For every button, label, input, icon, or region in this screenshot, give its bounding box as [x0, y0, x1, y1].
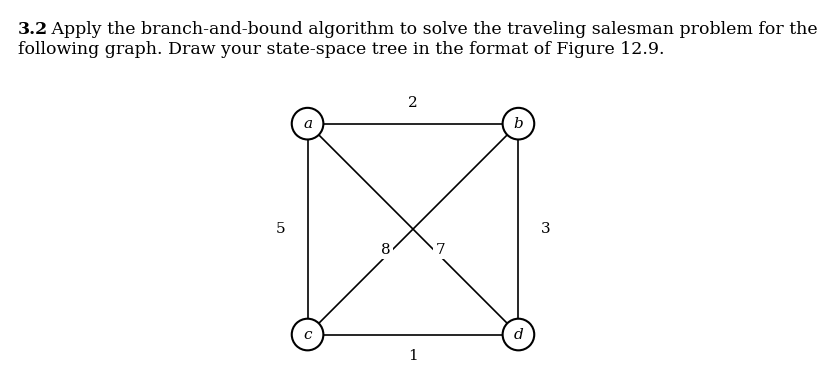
Text: 8: 8 [381, 243, 391, 257]
Text: Apply the branch-and-bound algorithm to solve the traveling salesman problem for: Apply the branch-and-bound algorithm to … [46, 21, 818, 38]
Circle shape [292, 108, 324, 139]
Text: 1: 1 [408, 348, 418, 363]
Text: 7: 7 [435, 243, 445, 257]
Text: a: a [303, 117, 312, 131]
Text: 3.2: 3.2 [18, 21, 48, 38]
Text: b: b [514, 117, 524, 131]
Circle shape [292, 319, 324, 350]
Text: 3: 3 [541, 222, 551, 236]
Text: c: c [303, 327, 312, 341]
Text: 5: 5 [275, 222, 285, 236]
Circle shape [502, 108, 534, 139]
Text: 2: 2 [408, 95, 418, 109]
Text: following graph. Draw your state-space tree in the format of Figure 12.9.: following graph. Draw your state-space t… [18, 41, 665, 58]
Text: d: d [514, 327, 524, 341]
Circle shape [502, 319, 534, 350]
